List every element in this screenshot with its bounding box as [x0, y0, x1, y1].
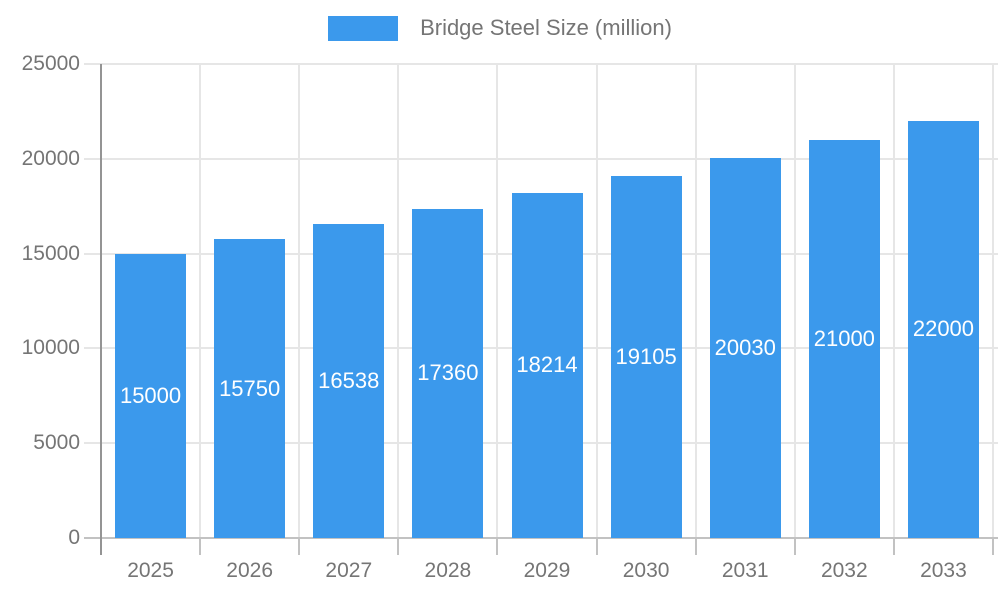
- x-tick-label-2031: 2031: [721, 559, 769, 582]
- y-tick-label-10000: 10000: [21, 336, 80, 360]
- x-tick-label-2029: 2029: [523, 559, 571, 582]
- bar-2026[interactable]: [214, 239, 286, 538]
- x-axis-tick-7: [793, 538, 796, 555]
- x-axis-line: [84, 537, 998, 539]
- y-tick-label-15000: 15000: [21, 241, 80, 265]
- v-gridline-2: [298, 64, 301, 538]
- v-gridline-6: [694, 64, 697, 538]
- bar-2033[interactable]: [907, 120, 979, 538]
- x-axis-tick-8: [892, 538, 895, 555]
- y-tick-label-0: 0: [68, 526, 80, 549]
- h-gridline-20000: [84, 157, 998, 160]
- bar-2027[interactable]: [313, 224, 385, 538]
- bar-value-label-2033: 22000: [912, 316, 975, 342]
- legend-label: Bridge Steel Size (million): [420, 15, 672, 40]
- bar-2031[interactable]: [709, 158, 781, 538]
- y-axis-line: [100, 64, 102, 555]
- bar-2032[interactable]: [808, 139, 880, 538]
- bar-value-label-2029: 18214: [516, 352, 578, 378]
- v-gridline-9: [992, 64, 994, 538]
- y-tick-label-20000: 20000: [21, 146, 80, 170]
- x-axis-tick-5: [595, 538, 598, 555]
- x-axis-tick-6: [694, 538, 697, 555]
- x-axis-tick-1: [199, 538, 202, 555]
- v-gridline-8: [892, 64, 895, 538]
- v-gridline-7: [793, 64, 796, 538]
- legend-swatch-icon: [328, 15, 399, 41]
- y-tick-label-25000: 25000: [21, 52, 80, 75]
- bar-2028[interactable]: [412, 208, 484, 538]
- bar-value-label-2030: 19105: [615, 343, 677, 369]
- x-tick-label-2030: 2030: [622, 559, 670, 582]
- bar-value-label-2032: 21000: [813, 325, 875, 351]
- bar-value-label-2026: 15750: [219, 375, 281, 401]
- x-axis-tick-2: [298, 538, 301, 555]
- bar-2030[interactable]: [610, 175, 682, 538]
- x-axis-tick-4: [496, 538, 499, 555]
- bar-value-label-2031: 20030: [714, 335, 776, 361]
- bar-value-label-2025: 15000: [119, 382, 182, 408]
- v-gridline-1: [199, 64, 202, 538]
- x-tick-label-2025: 2025: [127, 559, 174, 582]
- x-axis-tick-3: [397, 538, 400, 555]
- bar-2029[interactable]: [511, 192, 583, 538]
- x-tick-label-2032: 2032: [820, 559, 868, 582]
- h-gridline-25000: [84, 63, 998, 65]
- y-tick-label-5000: 5000: [33, 431, 80, 455]
- legend[interactable]: Bridge Steel Size (million): [0, 15, 1000, 41]
- bar-value-label-2027: 16538: [318, 368, 380, 394]
- v-gridline-5: [595, 64, 598, 538]
- v-gridline-3: [397, 64, 400, 538]
- x-tick-label-2026: 2026: [226, 559, 274, 582]
- x-tick-label-2027: 2027: [325, 559, 373, 582]
- v-gridline-4: [496, 64, 499, 538]
- x-axis-tick-9: [992, 538, 994, 555]
- x-tick-label-2033: 2033: [920, 559, 967, 582]
- bar-2025[interactable]: [115, 253, 187, 538]
- bar-value-label-2028: 17360: [417, 360, 479, 386]
- x-tick-label-2028: 2028: [424, 559, 472, 582]
